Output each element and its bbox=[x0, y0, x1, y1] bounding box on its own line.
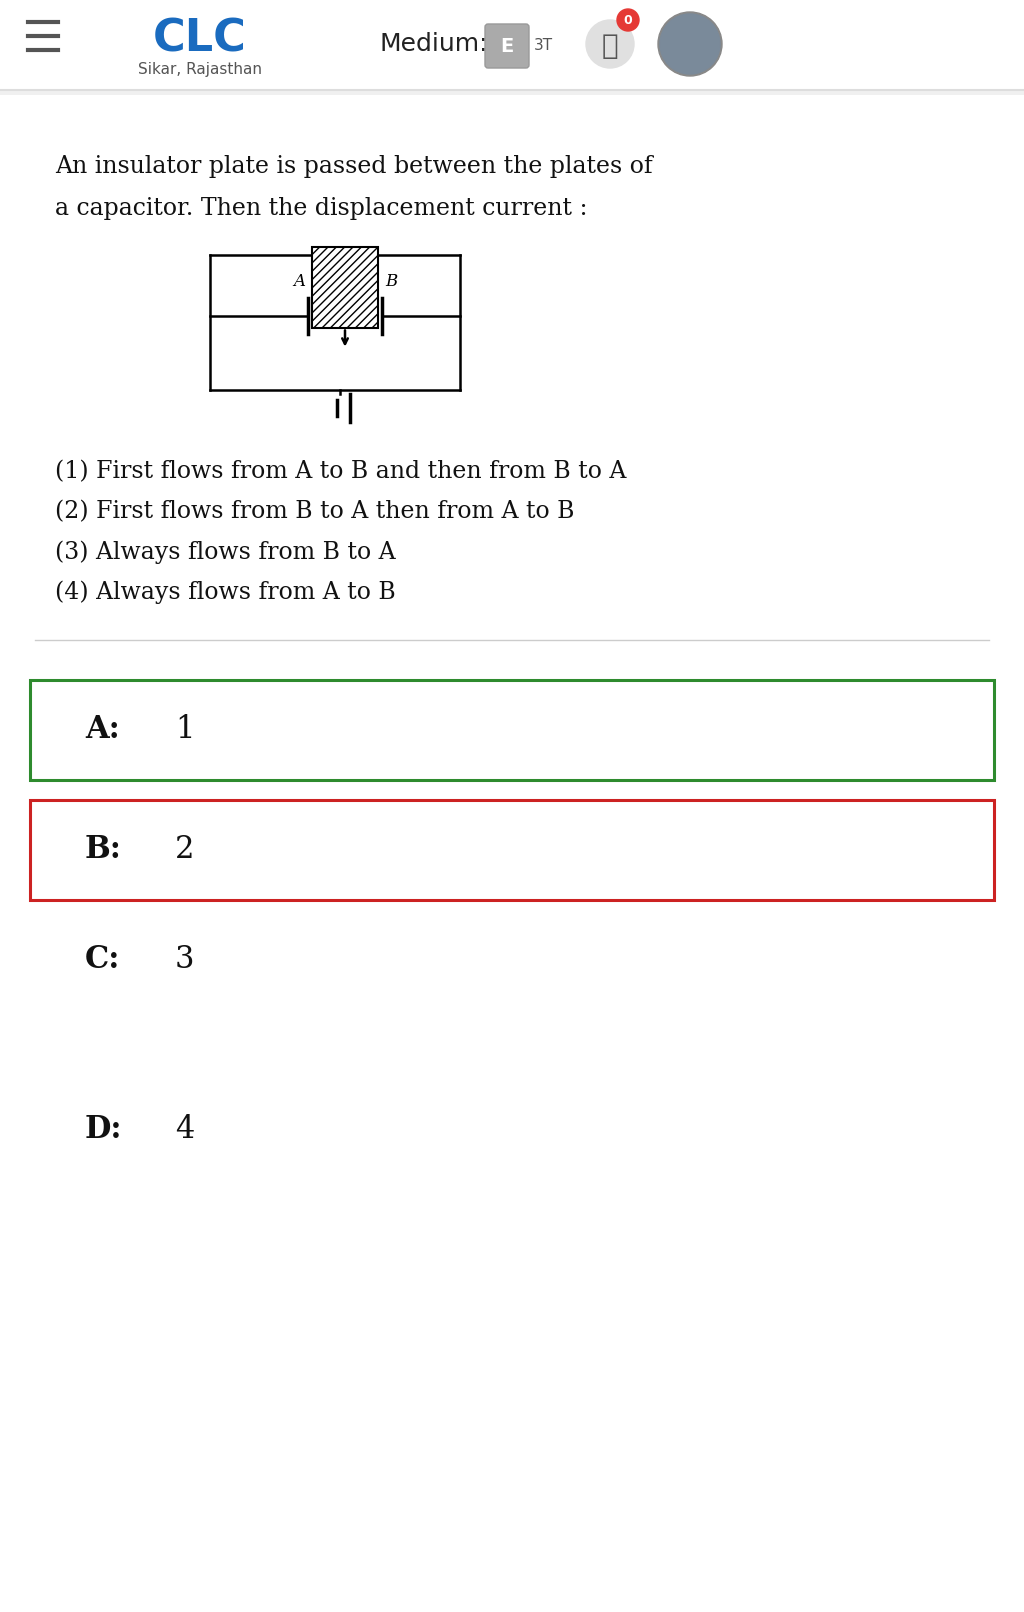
Text: Sikar, Rajasthan: Sikar, Rajasthan bbox=[138, 61, 262, 77]
Text: E: E bbox=[501, 37, 514, 55]
FancyBboxPatch shape bbox=[485, 24, 529, 68]
Text: CLC: CLC bbox=[153, 18, 247, 61]
Circle shape bbox=[658, 11, 722, 76]
Text: B: B bbox=[385, 272, 397, 290]
Bar bbox=[30, 800, 994, 899]
Text: 3: 3 bbox=[175, 945, 195, 975]
Text: 4: 4 bbox=[175, 1114, 195, 1146]
Circle shape bbox=[617, 10, 639, 31]
Text: D:: D: bbox=[85, 1114, 123, 1146]
Circle shape bbox=[586, 19, 634, 68]
Text: (3) Always flows from B to A: (3) Always flows from B to A bbox=[55, 540, 395, 564]
Text: A: A bbox=[293, 272, 305, 290]
Text: 1: 1 bbox=[175, 714, 195, 745]
Circle shape bbox=[660, 15, 720, 74]
Text: (1) First flows from A to B and then from B to A: (1) First flows from A to B and then fro… bbox=[55, 459, 627, 484]
Text: (4) Always flows from A to B: (4) Always flows from A to B bbox=[55, 580, 395, 603]
Text: C:: C: bbox=[85, 945, 121, 975]
Text: A:: A: bbox=[85, 714, 120, 745]
Text: B:: B: bbox=[85, 835, 122, 866]
Text: (2) First flows from B to A then from A to B: (2) First flows from B to A then from A … bbox=[55, 500, 574, 522]
Text: 0: 0 bbox=[624, 13, 633, 26]
Text: An insulator plate is passed between the plates of: An insulator plate is passed between the… bbox=[55, 155, 652, 177]
Text: 3T: 3T bbox=[534, 39, 553, 53]
Bar bbox=[312, 247, 378, 327]
Text: 2: 2 bbox=[175, 835, 195, 866]
Bar bbox=[30, 680, 994, 780]
Text: a capacitor. Then the displacement current :: a capacitor. Then the displacement curre… bbox=[55, 197, 588, 219]
Bar bbox=[0, 0, 1024, 90]
Text: Medium:: Medium: bbox=[380, 32, 488, 56]
Text: ⏰: ⏰ bbox=[602, 32, 618, 60]
